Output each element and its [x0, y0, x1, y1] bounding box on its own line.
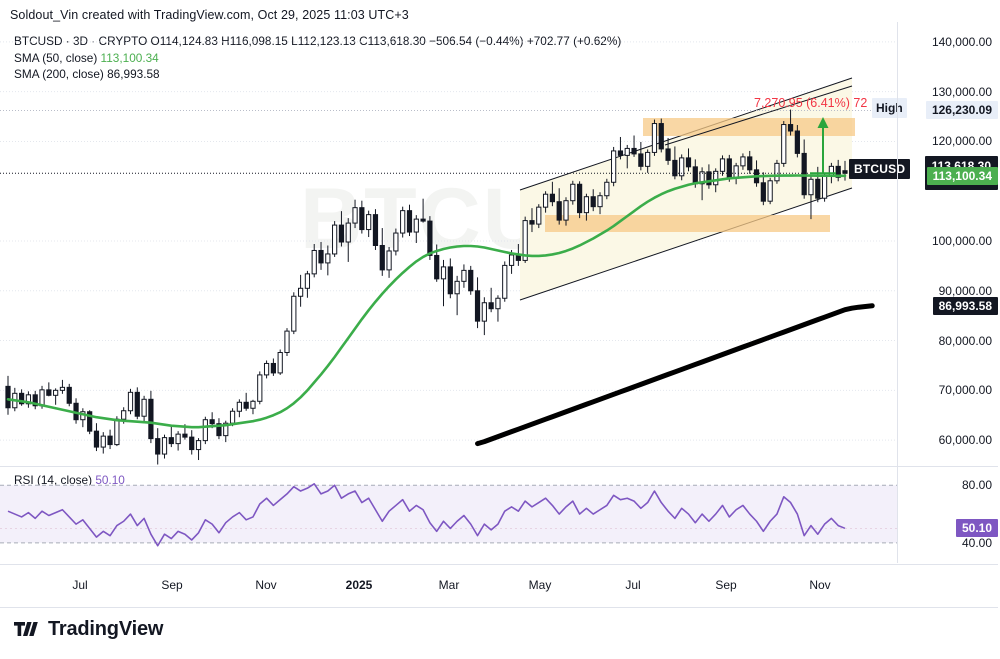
sma50-badge[interactable]: 113,100.34 [926, 166, 998, 185]
time-tick: Nov [809, 578, 831, 592]
rsi-legend[interactable]: RSI (14, close) 50.10 [14, 473, 125, 487]
time-tick: Nov [255, 578, 277, 592]
legend-sma50-label: SMA (50, close) [14, 50, 98, 65]
price-tick: 130,000.00 [931, 84, 992, 99]
rsi-pane[interactable] [0, 468, 898, 563]
price-tick: 90,000.00 [938, 283, 992, 298]
time-tick: Mar [438, 578, 460, 592]
rsi-tick: 40.00 [961, 535, 992, 550]
price-tick: 70,000.00 [938, 383, 992, 398]
time-tick: Jul [72, 578, 88, 592]
price-tick: 100,000.00 [931, 234, 992, 248]
legend-sma50-row[interactable]: SMA (50, close) 113,100.34 [14, 50, 621, 67]
footer[interactable]: TradingView [14, 618, 163, 641]
time-tick: Jul [625, 578, 641, 592]
legend-sma200-value: 86,993.58 [107, 67, 160, 81]
chart-legend: BTCUSD · 3D · CRYPTO O114,124.83 H116,09… [14, 33, 621, 83]
measurement-label: 7,270.95 (6.41%) 72 [754, 96, 868, 110]
legend-sma50-value: 113,100.34 [100, 50, 159, 65]
high-level-label: High [872, 98, 907, 118]
rsi-value-badge[interactable]: 50.10 [955, 519, 998, 538]
tradingview-logo-icon [14, 621, 38, 636]
pane-divider [0, 466, 998, 467]
legend-sma200-row[interactable]: SMA (200, close) 86,993.58 [14, 66, 621, 83]
axis-divider-vertical [897, 22, 898, 563]
time-tick: Sep [715, 578, 737, 592]
rsi-tick: 80.00 [961, 478, 992, 493]
legend-symbol-ohlc: BTCUSD · 3D · CRYPTO O114,124.83 H116,09… [14, 34, 622, 48]
tradingview-wordmark: TradingView [48, 618, 164, 640]
footer-divider [0, 607, 998, 608]
time-axis[interactable]: Jul Sep Nov 2025 Mar May Jul Sep Nov [0, 565, 898, 607]
price-pane[interactable] [0, 22, 898, 465]
price-tick: 120,000.00 [931, 134, 992, 149]
rsi-legend-label: RSI (14, close) [14, 473, 93, 487]
time-tick: May [528, 578, 552, 592]
time-axis-divider [0, 564, 998, 565]
symbol-price-label: BTCUSD [849, 159, 911, 179]
rsi-legend-value: 50.10 [95, 473, 125, 487]
price-tick: 60,000.00 [938, 433, 992, 448]
attribution-text: Soldout_Vin created with TradingView.com… [10, 8, 409, 22]
price-tick: 140,000.00 [931, 34, 992, 49]
legend-symbol-row[interactable]: BTCUSD · 3D · CRYPTO O114,124.83 H116,09… [14, 33, 621, 50]
high-badge[interactable]: 126,230.09 [925, 101, 998, 120]
legend-sma200-label: SMA (200, close) [14, 67, 104, 81]
time-tick: 2025 [345, 578, 373, 592]
time-tick: Sep [161, 578, 183, 592]
sma200-badge[interactable]: 86,993.58 [932, 296, 998, 315]
price-tick: 80,000.00 [938, 333, 992, 348]
price-axis[interactable]: 140,000.00 130,000.00 120,000.00 100,000.00… [898, 22, 1000, 563]
